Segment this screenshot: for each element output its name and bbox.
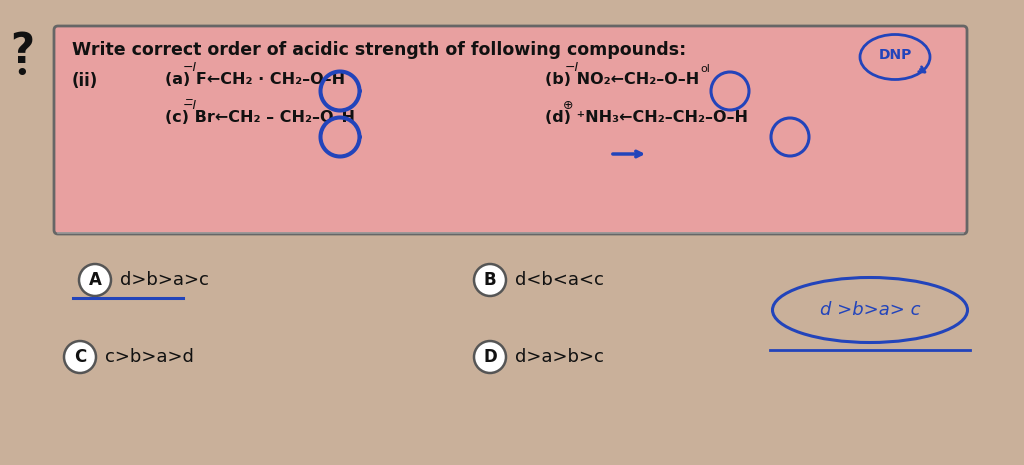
Text: −̅I: −̅I bbox=[183, 99, 198, 112]
Text: d>b>a>c: d>b>a>c bbox=[120, 271, 209, 289]
Circle shape bbox=[79, 264, 111, 296]
Text: d<b<a<c: d<b<a<c bbox=[515, 271, 604, 289]
Text: (ii): (ii) bbox=[72, 72, 98, 90]
Text: ⊕: ⊕ bbox=[563, 99, 573, 112]
Text: DNP: DNP bbox=[879, 48, 911, 62]
Text: (c) Br←CH₂ – CH₂–O–H: (c) Br←CH₂ – CH₂–O–H bbox=[165, 110, 355, 125]
Text: d>a>b>c: d>a>b>c bbox=[515, 348, 604, 366]
Text: B: B bbox=[483, 271, 497, 289]
Text: A: A bbox=[88, 271, 101, 289]
Circle shape bbox=[63, 341, 96, 373]
Text: −I: −I bbox=[565, 61, 580, 74]
Text: d >b>a> c: d >b>a> c bbox=[820, 301, 921, 319]
Text: ?: ? bbox=[10, 30, 34, 72]
Text: (a) F←CH₂ · CH₂–O–H: (a) F←CH₂ · CH₂–O–H bbox=[165, 72, 345, 87]
Text: Write correct order of acidic strength of following compounds:: Write correct order of acidic strength o… bbox=[72, 41, 686, 59]
Circle shape bbox=[474, 264, 506, 296]
Text: D: D bbox=[483, 348, 497, 366]
Text: •: • bbox=[14, 62, 30, 86]
Text: C: C bbox=[74, 348, 86, 366]
Text: (b) NO₂←CH₂–O–H: (b) NO₂←CH₂–O–H bbox=[545, 72, 699, 87]
Text: −I: −I bbox=[183, 61, 198, 74]
Circle shape bbox=[474, 341, 506, 373]
Text: ol: ol bbox=[700, 64, 710, 74]
FancyBboxPatch shape bbox=[54, 26, 967, 234]
Text: c>b>a>d: c>b>a>d bbox=[105, 348, 194, 366]
Text: (d) ⁺NH₃←CH₂–CH₂–O–H: (d) ⁺NH₃←CH₂–CH₂–O–H bbox=[545, 110, 748, 125]
